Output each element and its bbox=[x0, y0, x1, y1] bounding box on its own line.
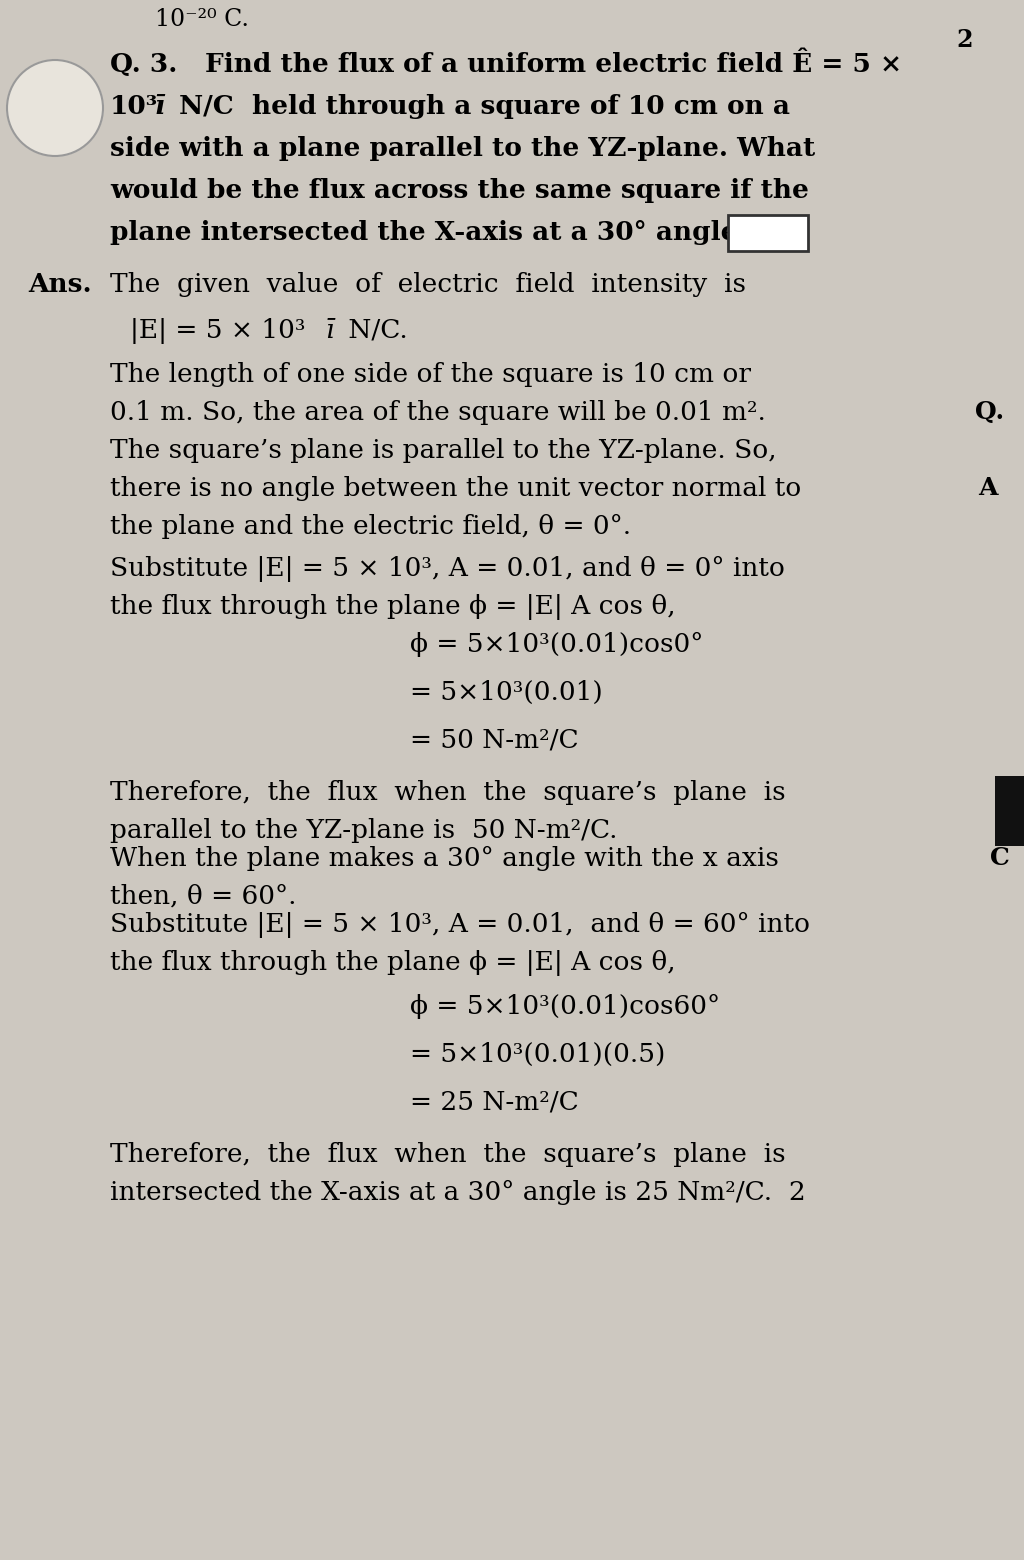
Text: The  given  value  of  electric  field  intensity  is: The given value of electric field intens… bbox=[110, 271, 746, 296]
Text: the flux through the plane ϕ = |E| A cos θ,: the flux through the plane ϕ = |E| A cos… bbox=[110, 594, 676, 619]
FancyBboxPatch shape bbox=[728, 215, 808, 251]
Text: The square’s plane is parallel to the YZ-plane. So,: The square’s plane is parallel to the YZ… bbox=[110, 438, 776, 463]
Text: Therefore,  the  flux  when  the  square’s  plane  is: Therefore, the flux when the square’s pl… bbox=[110, 1142, 785, 1167]
Text: Therefore,  the  flux  when  the  square’s  plane  is: Therefore, the flux when the square’s pl… bbox=[110, 780, 785, 805]
Text: would be the flux across the same square if the: would be the flux across the same square… bbox=[110, 178, 809, 203]
Text: Substitute |E| = 5 × 10³, A = 0.01, and θ = 0° into: Substitute |E| = 5 × 10³, A = 0.01, and … bbox=[110, 555, 784, 582]
Circle shape bbox=[7, 59, 103, 156]
Text: ϕ = 5×10³(0.01)cos60°: ϕ = 5×10³(0.01)cos60° bbox=[410, 994, 720, 1019]
Text: plane intersected the X-axis at a 30° angle?: plane intersected the X-axis at a 30° an… bbox=[110, 220, 753, 245]
Text: side with a plane parallel to the YZ-plane. What: side with a plane parallel to the YZ-pla… bbox=[110, 136, 815, 161]
Text: A: A bbox=[978, 476, 997, 501]
FancyBboxPatch shape bbox=[995, 775, 1024, 846]
Text: 0.1 m. So, the area of the square will be 0.01 m².: 0.1 m. So, the area of the square will b… bbox=[110, 399, 766, 424]
Text: ī: ī bbox=[154, 94, 164, 119]
Text: 10⁻²⁰ C.: 10⁻²⁰ C. bbox=[155, 8, 249, 31]
Text: U&A: U&A bbox=[741, 223, 795, 243]
Text: parallel to the YZ-plane is  50 N-m²/C.: parallel to the YZ-plane is 50 N-m²/C. bbox=[110, 817, 617, 842]
Text: intersected the X-axis at a 30° angle is 25 Nm²/C.  2: intersected the X-axis at a 30° angle is… bbox=[110, 1179, 806, 1204]
Text: the flux through the plane ϕ = |E| A cos θ,: the flux through the plane ϕ = |E| A cos… bbox=[110, 950, 676, 977]
Text: When the plane makes a 30° angle with the x axis: When the plane makes a 30° angle with th… bbox=[110, 846, 779, 870]
Text: N/C.: N/C. bbox=[340, 318, 408, 343]
Text: |E| = 5 × 10³: |E| = 5 × 10³ bbox=[130, 318, 305, 345]
Text: = 5×10³(0.01)(0.5): = 5×10³(0.01)(0.5) bbox=[410, 1042, 666, 1067]
Text: ī: ī bbox=[326, 318, 335, 343]
Text: Substitute |E| = 5 × 10³, A = 0.01,  and θ = 60° into: Substitute |E| = 5 × 10³, A = 0.01, and … bbox=[110, 913, 810, 938]
Text: = 25 N-m²/C: = 25 N-m²/C bbox=[410, 1090, 579, 1115]
Text: N/C  held through a square of 10 cm on a: N/C held through a square of 10 cm on a bbox=[170, 94, 790, 119]
Text: Ans.: Ans. bbox=[28, 271, 91, 296]
Text: then, θ = 60°.: then, θ = 60°. bbox=[110, 885, 297, 909]
Text: The length of one side of the square is 10 cm or: The length of one side of the square is … bbox=[110, 362, 751, 387]
Text: C: C bbox=[990, 846, 1010, 870]
Text: Q.: Q. bbox=[975, 399, 1005, 424]
Text: 10³: 10³ bbox=[110, 94, 158, 119]
Text: the plane and the electric field, θ = 0°.: the plane and the electric field, θ = 0°… bbox=[110, 513, 631, 540]
Text: ϕ = 5×10³(0.01)cos0°: ϕ = 5×10³(0.01)cos0° bbox=[410, 632, 703, 657]
Text: Find the flux of a uniform electric field Ê = 5 ×: Find the flux of a uniform electric fiel… bbox=[205, 51, 902, 76]
Text: 2: 2 bbox=[956, 28, 973, 51]
Text: = 5×10³(0.01): = 5×10³(0.01) bbox=[410, 680, 603, 705]
Text: Q. 3.: Q. 3. bbox=[110, 51, 186, 76]
Text: = 50 N-m²/C: = 50 N-m²/C bbox=[410, 729, 579, 753]
Text: there is no angle between the unit vector normal to: there is no angle between the unit vecto… bbox=[110, 476, 801, 501]
